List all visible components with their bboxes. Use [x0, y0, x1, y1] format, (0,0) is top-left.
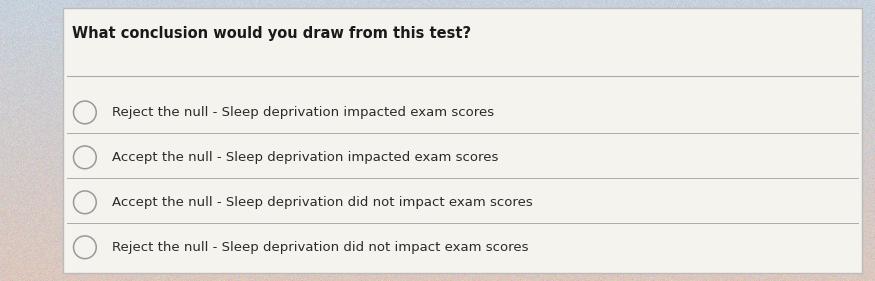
FancyBboxPatch shape	[63, 8, 862, 273]
Text: Accept the null - Sleep deprivation did not impact exam scores: Accept the null - Sleep deprivation did …	[112, 196, 533, 209]
Text: Reject the null - Sleep deprivation did not impact exam scores: Reject the null - Sleep deprivation did …	[112, 241, 528, 254]
Text: What conclusion would you draw from this test?: What conclusion would you draw from this…	[72, 26, 471, 41]
Text: Accept the null - Sleep deprivation impacted exam scores: Accept the null - Sleep deprivation impa…	[112, 151, 499, 164]
Text: Reject the null - Sleep deprivation impacted exam scores: Reject the null - Sleep deprivation impa…	[112, 106, 494, 119]
